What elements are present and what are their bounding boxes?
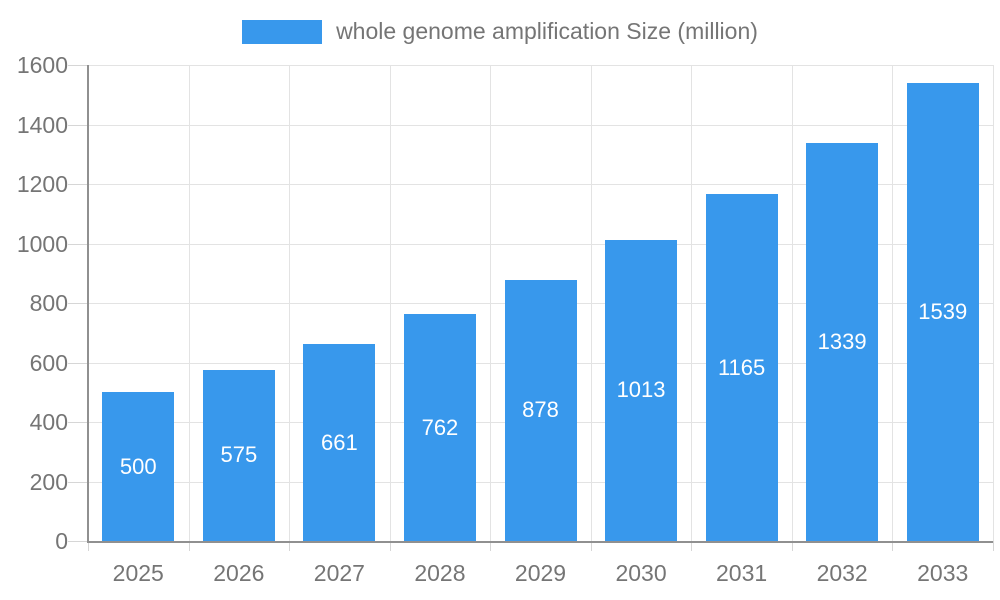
gridline-horizontal xyxy=(88,124,993,126)
gridline-horizontal xyxy=(88,243,993,245)
gridline-vertical xyxy=(590,65,592,541)
y-axis-line xyxy=(87,65,89,542)
y-axis-label: 1600 xyxy=(16,52,68,78)
x-axis-line xyxy=(87,541,993,543)
gridline-vertical xyxy=(791,65,793,541)
x-axis-label: 2027 xyxy=(313,560,365,586)
bar[interactable] xyxy=(906,83,979,541)
bar-value-label: 1165 xyxy=(717,354,766,380)
bar-value-label: 575 xyxy=(220,442,258,468)
x-axis-label: 2030 xyxy=(615,560,667,586)
gridline-vertical xyxy=(691,65,693,541)
x-axis-label: 2032 xyxy=(816,560,868,586)
x-axis-label: 2028 xyxy=(414,560,466,586)
bar[interactable] xyxy=(403,314,476,541)
bar-value-label: 1013 xyxy=(616,377,666,403)
x-axis-tick xyxy=(490,541,492,551)
gridline-vertical xyxy=(490,65,492,541)
x-axis-tick xyxy=(691,541,693,551)
x-axis-tick xyxy=(892,541,894,551)
x-axis-tick xyxy=(993,541,994,551)
x-axis-label: 2026 xyxy=(213,560,265,586)
bar[interactable] xyxy=(705,194,778,541)
bar-value-label: 878 xyxy=(522,397,559,423)
gridline-vertical xyxy=(892,65,894,541)
y-axis-label: 0 xyxy=(55,528,68,554)
x-axis-label: 2025 xyxy=(112,560,164,586)
y-axis-tick xyxy=(68,124,88,126)
y-axis-label: 200 xyxy=(29,468,68,495)
y-axis-tick xyxy=(68,65,88,66)
bar[interactable] xyxy=(303,344,376,541)
y-axis-label: 400 xyxy=(29,409,68,435)
y-axis-tick xyxy=(68,303,88,304)
gridline-horizontal xyxy=(88,184,993,185)
gridline-vertical xyxy=(188,65,190,541)
legend-swatch[interactable] xyxy=(242,19,323,44)
x-axis-tick xyxy=(590,541,592,551)
x-axis-tick xyxy=(88,541,89,551)
x-axis-tick xyxy=(289,541,291,551)
y-axis-tick xyxy=(68,422,88,423)
x-axis-tick xyxy=(188,541,190,551)
y-axis-label: 800 xyxy=(29,290,68,316)
gridline-horizontal xyxy=(88,65,993,66)
bar[interactable] xyxy=(102,392,175,541)
gridline-vertical xyxy=(993,65,994,541)
x-axis-tick xyxy=(791,541,793,551)
y-axis-tick xyxy=(68,481,88,483)
bar-value-label: 1339 xyxy=(817,328,867,354)
bar-value-label: 762 xyxy=(421,414,459,440)
legend: whole genome amplification Size (million… xyxy=(0,18,1000,45)
x-axis-label: 2029 xyxy=(514,560,567,586)
bar[interactable] xyxy=(605,239,678,541)
x-axis-tick xyxy=(389,541,391,551)
x-axis-label: 2033 xyxy=(917,560,969,586)
y-axis-tick xyxy=(68,243,88,245)
legend-label[interactable]: whole genome amplification Size (million… xyxy=(336,18,758,44)
y-axis-label: 1000 xyxy=(16,230,68,257)
x-axis-label: 2031 xyxy=(716,560,768,586)
y-axis-label: 1400 xyxy=(16,111,68,138)
y-axis-label: 1200 xyxy=(16,171,68,197)
bar-value-label: 661 xyxy=(321,429,358,455)
bar[interactable] xyxy=(202,369,275,541)
bar-value-label: 500 xyxy=(119,453,157,479)
y-axis-tick xyxy=(68,541,88,542)
gridline-vertical xyxy=(389,65,391,541)
bar[interactable] xyxy=(806,142,879,541)
y-axis-label: 600 xyxy=(29,349,68,376)
gridline-vertical xyxy=(289,65,291,541)
y-axis-tick xyxy=(68,362,88,364)
bar[interactable] xyxy=(504,279,577,541)
y-axis-tick xyxy=(68,184,88,185)
bar-value-label: 1539 xyxy=(918,299,968,325)
